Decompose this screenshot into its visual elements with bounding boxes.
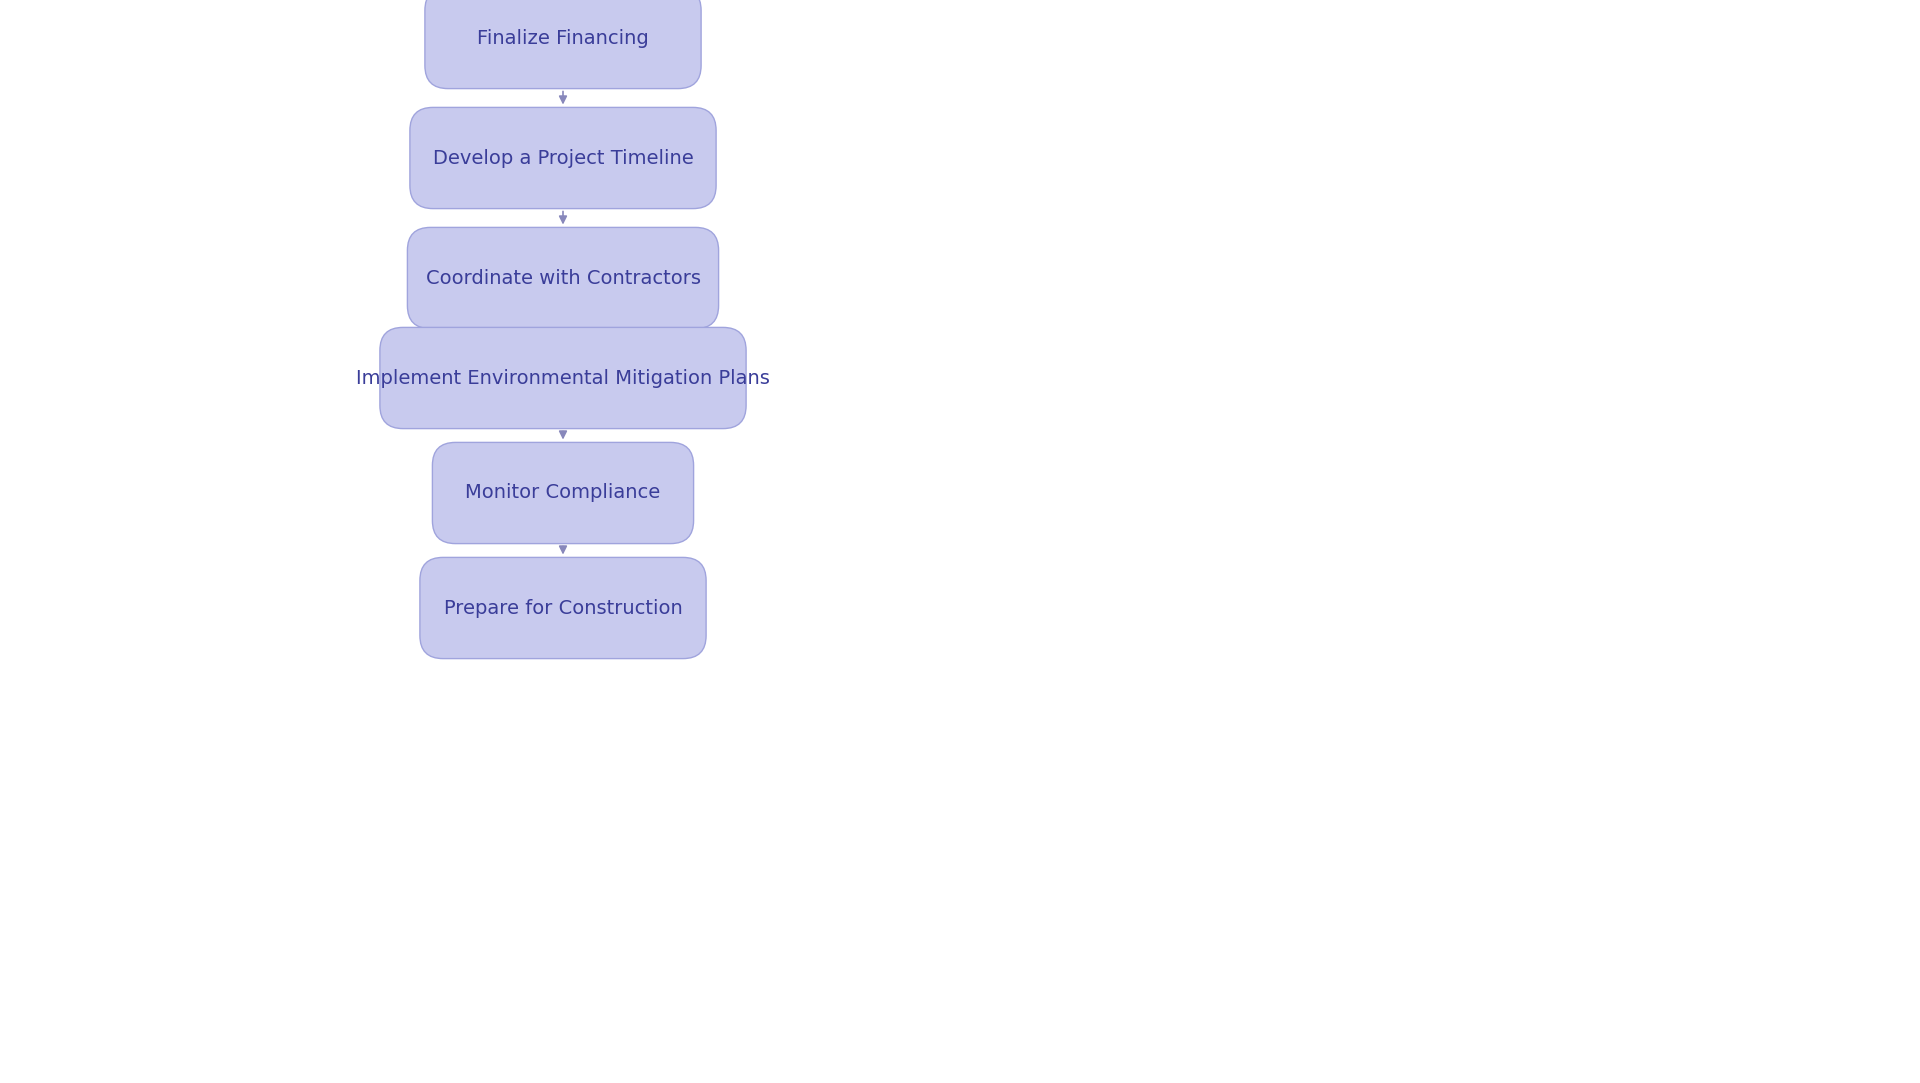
FancyBboxPatch shape (432, 442, 693, 544)
Text: Monitor Compliance: Monitor Compliance (465, 483, 660, 503)
FancyBboxPatch shape (409, 107, 716, 209)
FancyBboxPatch shape (420, 558, 707, 658)
FancyBboxPatch shape (407, 227, 718, 328)
Text: Coordinate with Contractors: Coordinate with Contractors (426, 269, 701, 287)
FancyBboxPatch shape (424, 0, 701, 89)
Text: Develop a Project Timeline: Develop a Project Timeline (432, 148, 693, 168)
FancyBboxPatch shape (380, 327, 747, 429)
Text: Implement Environmental Mitigation Plans: Implement Environmental Mitigation Plans (355, 368, 770, 388)
Text: Prepare for Construction: Prepare for Construction (444, 599, 682, 617)
Text: Finalize Financing: Finalize Financing (478, 28, 649, 48)
